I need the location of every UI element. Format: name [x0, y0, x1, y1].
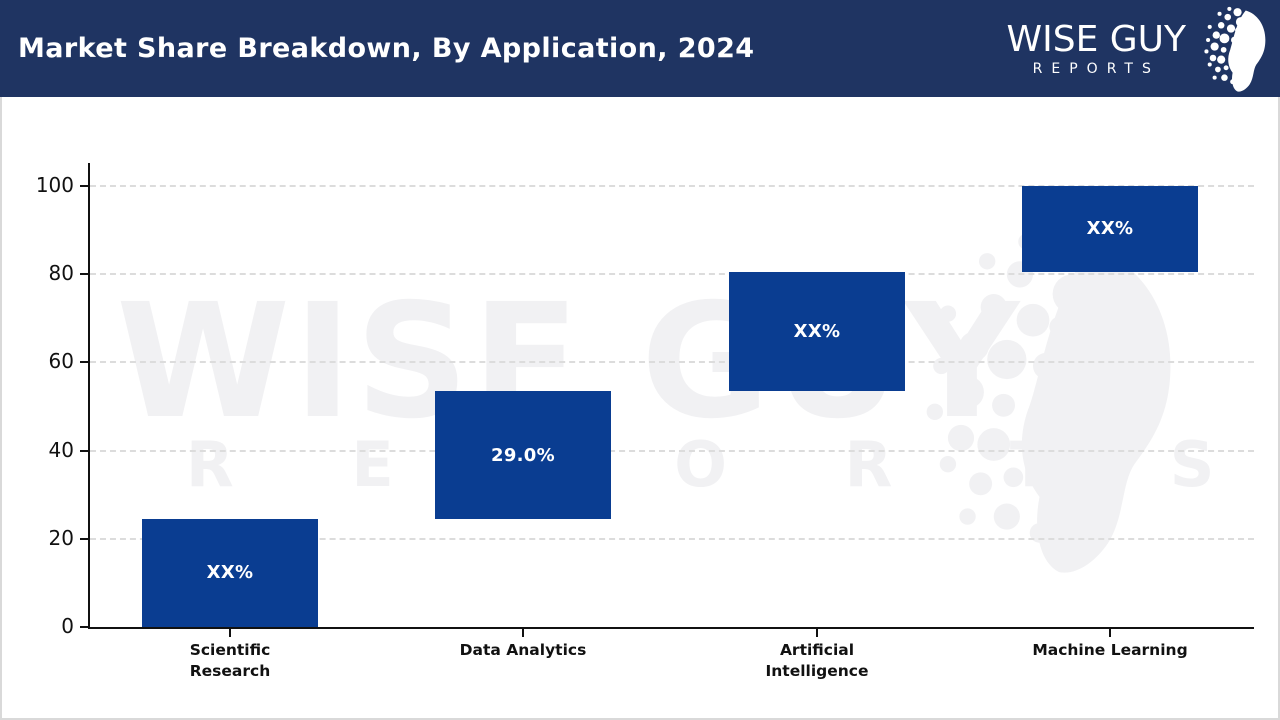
y-tick-label-100: 100: [35, 173, 74, 197]
bar-scientific-research: XX%: [142, 518, 318, 627]
bar-data-analytics: 29.0%: [435, 391, 611, 519]
gridline-60: [90, 361, 1254, 364]
bar-artificial-intelligence: XX%: [729, 271, 905, 392]
y-axis-spine: [88, 163, 90, 629]
x-axis-label-line: Artificial: [779, 641, 855, 659]
brand-logo-text: WISE GUY REPORTS: [1006, 18, 1187, 78]
x-axis-label-line: Scientific: [189, 641, 271, 659]
x-tick-machine-learning: [1109, 629, 1111, 637]
y-tick-label-40: 40: [48, 437, 74, 462]
y-tick-label-60: 60: [48, 349, 74, 374]
x-tick-data-analytics: [522, 629, 524, 637]
y-tick-label-0: 0: [61, 614, 74, 638]
brand-logo: WISE GUY REPORTS: [1007, 4, 1275, 94]
gridline-40: [90, 449, 1254, 452]
gridline-20: [90, 537, 1254, 540]
bar-value-label-artificial-intelligence: XX%: [793, 321, 841, 343]
y-tick-label-80: 80: [48, 261, 74, 286]
header-bar: Market Share Breakdown, By Application, …: [0, 0, 1280, 97]
x-tick-artificial-intelligence: [816, 629, 818, 637]
y-tick-0: [80, 626, 88, 628]
x-axis-spine: [88, 627, 1254, 629]
y-tick-60: [80, 361, 88, 364]
brand-logo-name: WISE GUY: [1006, 18, 1187, 60]
x-axis-label-line: Research: [189, 662, 271, 680]
chart-title: Market Share Breakdown, By Application, …: [18, 33, 755, 64]
bar-value-label-machine-learning: XX%: [1086, 218, 1134, 240]
y-tick-40: [80, 449, 88, 452]
x-axis-label-line: Machine Learning: [1032, 641, 1188, 659]
x-axis-label-line: Intelligence: [765, 662, 869, 680]
x-tick-scientific-research: [229, 629, 231, 637]
x-axis-label-machine-learning: Machine Learning: [995, 640, 1225, 661]
y-tick-100: [80, 185, 88, 187]
bar-value-label-scientific-research: XX%: [206, 562, 254, 584]
x-axis-label-line: Data Analytics: [459, 641, 587, 659]
gridline-80: [90, 273, 1254, 276]
gridline-100: [90, 185, 1254, 187]
y-tick-label-20: 20: [48, 525, 74, 550]
brand-logo-subtitle: REPORTS: [1032, 60, 1160, 77]
bar-machine-learning: XX%: [1022, 186, 1198, 272]
x-axis-label-artificial-intelligence: Artificial Intelligence: [702, 640, 932, 682]
bar-value-label-data-analytics: 29.0%: [491, 444, 555, 466]
y-tick-20: [80, 537, 88, 540]
y-tick-80: [80, 273, 88, 276]
brand-dotted-face-icon: [1204, 6, 1266, 92]
x-axis-label-scientific-research: Scientific Research: [115, 640, 345, 682]
x-axis-label-data-analytics: Data Analytics: [408, 640, 638, 661]
